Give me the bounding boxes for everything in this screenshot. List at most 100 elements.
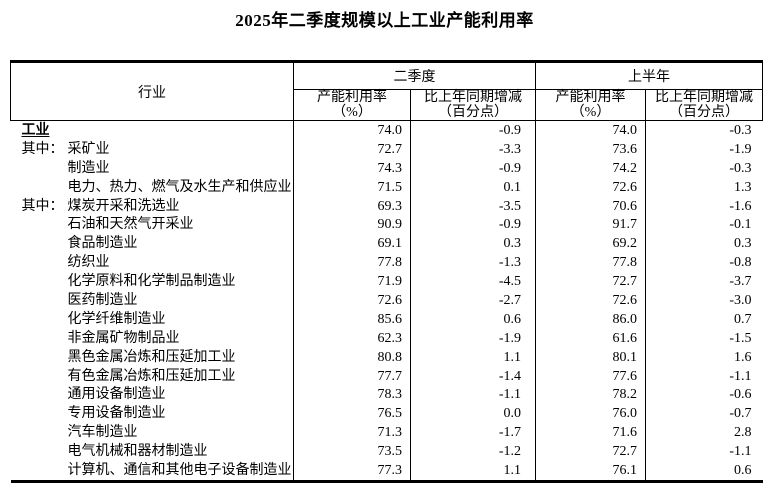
q2-rate-label-line2: （%）	[332, 105, 372, 120]
q2-change-value: -1.4	[410, 366, 536, 386]
table-row: 电气机械和器材制造业 73.5 -1.2 72.7 -1.1	[11, 442, 763, 462]
h1-rate-value: 72.6	[535, 291, 646, 310]
q2-rate-value: 72.7	[293, 139, 411, 159]
table-row: 食品制造业 69.1 0.3 69.2 0.3	[11, 234, 763, 254]
industry-name-cell: 专用设备制造业	[11, 404, 294, 423]
column-group-h1: 上半年	[535, 61, 763, 90]
industry-name-cell: 有色金属冶炼和压延加工业	[11, 367, 294, 386]
q2-change-value: 1.1	[410, 347, 536, 367]
industry-name-cell: 食品制造业	[11, 234, 294, 253]
q2-rate-value: 74.0	[293, 120, 411, 140]
h1-rate-value: 72.7	[535, 272, 646, 292]
h1-change-label-line2: （百分点）	[669, 105, 739, 120]
q2-rate-value: 76.5	[293, 404, 411, 424]
h1-change-value: -3.0	[645, 291, 763, 310]
industry-name-cell: 纺织业	[11, 253, 294, 272]
h1-rate-value: 72.6	[535, 177, 646, 197]
industry-name-cell: 制造业	[11, 159, 294, 178]
industry-name: 专用设备制造业	[67, 406, 166, 422]
q2-rate-value: 77.3	[293, 461, 411, 482]
q2-change-value: -1.7	[410, 423, 536, 443]
column-group-q2: 二季度	[293, 61, 536, 90]
industry-name: 化学纤维制造业	[67, 311, 166, 327]
h1-change-label-line1: 比上年同期增减	[655, 90, 753, 105]
h1-rate-label-line1: 产能利用率	[555, 90, 626, 105]
column-header-q2-change: 比上年同期增减 （百分点）	[410, 89, 536, 121]
q2-rate-value: 71.5	[293, 177, 411, 197]
h1-change-value: 0.3	[645, 234, 763, 254]
table-row: 工业 74.0 -0.9 74.0 -0.3	[11, 120, 763, 140]
header-sub-row: 产能利用率 （%） 比上年同期增减 （百分点） 产能利用率 （%） 比上年同期增…	[11, 89, 763, 121]
q2-change-value: 1.1	[410, 461, 536, 482]
h1-change-value: -1.1	[645, 442, 763, 462]
h1-rate-value: 91.7	[535, 215, 646, 235]
h1-rate-value: 71.6	[535, 423, 646, 443]
q2-change-value: -1.9	[410, 328, 536, 348]
h1-rate-value: 70.6	[535, 196, 646, 216]
table-row: 专用设备制造业 76.5 0.0 76.0 -0.7	[11, 404, 763, 424]
table-row: 石油和天然气开采业 90.9 -0.9 91.7 -0.1	[11, 215, 763, 235]
h1-rate-value: 77.8	[535, 253, 646, 273]
h1-change-value: 1.3	[645, 177, 763, 197]
h1-rate-value: 74.0	[535, 120, 646, 140]
q2-change-value: -0.9	[410, 158, 536, 178]
column-header-industry: 行业	[10, 61, 294, 121]
industry-name-cell: 其中： 采矿业	[11, 140, 294, 159]
table-row: 计算机、通信和其他电子设备制造业 77.3 1.1 76.1 0.6	[11, 461, 763, 482]
industry-name: 黑色金属冶炼和压延加工业	[67, 349, 236, 365]
h1-rate-value: 76.1	[535, 461, 646, 482]
q2-rate-value: 85.6	[293, 309, 411, 329]
industry-name: 有色金属冶炼和压延加工业	[67, 368, 236, 384]
industry-name: 煤炭开采和洗选业	[67, 198, 180, 214]
industry-name-cell: 通用设备制造业	[11, 385, 294, 404]
q2-change-value: -3.3	[410, 139, 536, 159]
q2-change-value: -1.1	[410, 385, 536, 405]
industry-name-cell: 电气机械和器材制造业	[11, 442, 294, 461]
h1-change-value: -1.6	[645, 196, 763, 216]
column-header-q2-rate: 产能利用率 （%）	[293, 89, 411, 121]
table-row: 黑色金属冶炼和压延加工业 80.8 1.1 80.1 1.6	[11, 347, 763, 367]
h1-change-value: -3.7	[645, 272, 763, 292]
q2-rate-value: 71.9	[293, 272, 411, 292]
q2-rate-value: 78.3	[293, 385, 411, 405]
h1-change-value: 1.6	[645, 347, 763, 367]
industry-name: 通用设备制造业	[67, 387, 166, 403]
q2-rate-value: 77.8	[293, 253, 411, 273]
industry-name: 纺织业	[67, 255, 110, 271]
column-header-h1-change: 比上年同期增减 （百分点）	[645, 89, 763, 121]
h1-rate-value: 72.7	[535, 442, 646, 462]
row-group-prefix: 其中：	[21, 141, 64, 157]
q2-change-label-line2: （百分点）	[438, 105, 508, 120]
industry-name-cell: 汽车制造业	[11, 423, 294, 442]
industry-name: 计算机、通信和其他电子设备制造业	[67, 462, 292, 478]
h1-rate-value: 61.6	[535, 328, 646, 348]
h1-rate-value: 78.2	[535, 385, 646, 405]
h1-rate-value: 80.1	[535, 347, 646, 367]
q2-change-value: 0.1	[410, 177, 536, 197]
table-row: 汽车制造业 71.3 -1.7 71.6 2.8	[11, 423, 763, 443]
industry-table-body: 工业 74.0 -0.9 74.0 -0.3 其中： 采矿业 72.7 -3.3 …	[11, 120, 763, 482]
q2-rate-value: 74.3	[293, 158, 411, 178]
h1-rate-label-line2: （%）	[570, 105, 611, 120]
h1-rate-value: 77.6	[535, 366, 646, 386]
h1-rate-value: 69.2	[535, 234, 646, 254]
q2-change-value: -0.9	[410, 215, 536, 235]
h1-change-value: -0.1	[645, 215, 763, 235]
table-row: 有色金属冶炼和压延加工业 77.7 -1.4 77.6 -1.1	[11, 366, 763, 386]
q2-rate-value: 62.3	[293, 328, 411, 348]
q2-change-value: -2.7	[410, 291, 536, 310]
industry-name: 化学原料和化学制品制造业	[67, 274, 236, 290]
q2-rate-value: 77.7	[293, 366, 411, 386]
q2-rate-value: 72.6	[293, 291, 411, 310]
q2-rate-value: 71.3	[293, 423, 411, 443]
industry-name: 医药制造业	[67, 292, 138, 308]
h1-change-value: -0.7	[645, 404, 763, 424]
industry-name-cell: 其中： 煤炭开采和洗选业	[11, 197, 294, 216]
page-title: 2025年二季度规模以上工业产能利用率	[235, 11, 534, 30]
h1-rate-value: 86.0	[535, 309, 646, 329]
industry-name-cell: 化学纤维制造业	[11, 310, 294, 329]
table-row: 纺织业 77.8 -1.3 77.8 -0.8	[11, 253, 763, 273]
industry-name-cell: 黑色金属冶炼和压延加工业	[11, 348, 294, 367]
h1-change-value: -0.3	[645, 120, 763, 140]
